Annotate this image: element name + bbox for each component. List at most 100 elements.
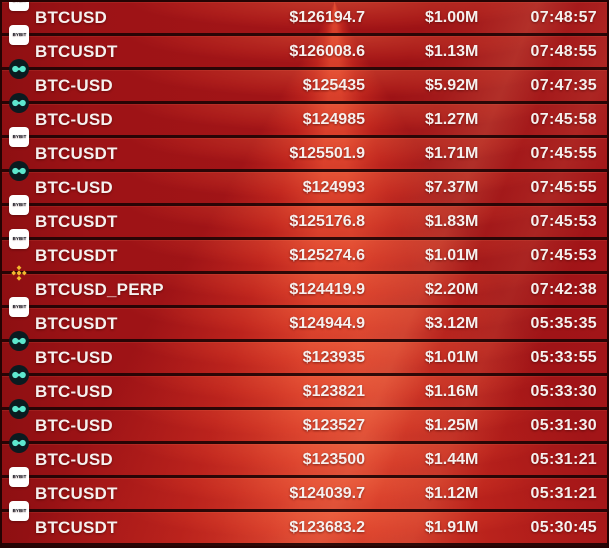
liquidation-value: $1.01M [425, 349, 479, 366]
feed-row[interactable]: BYBIT [2, 2, 607, 36]
liquidation-value: $2.20M [425, 281, 479, 298]
symbol-label: BTC-USD [35, 178, 113, 197]
exchange-icon-cell: BYBIT [9, 466, 29, 498]
feed-row[interactable]: BYBIT [2, 296, 607, 342]
bybit-icon: BYBIT [9, 24, 29, 45]
liquidation-value: $1.25M [425, 417, 479, 434]
exchange-icon-cell: BYBIT [9, 364, 29, 396]
feed-row[interactable]: BYBIT [2, 432, 607, 478]
bybit-icon: BYBIT [9, 194, 29, 215]
timestamp: 07:48:55 [530, 43, 597, 60]
timestamp: 05:33:30 [530, 383, 597, 400]
timestamp: 05:31:30 [530, 417, 597, 434]
price-value: $126194.7 [289, 9, 365, 26]
liquidation-value: $1.71M [425, 145, 479, 162]
price-value: $123821 [302, 383, 365, 400]
feed-row[interactable]: BYBIT [2, 398, 607, 444]
feed-row[interactable]: BYBIT [2, 92, 607, 138]
price-value: $124419.9 [289, 281, 365, 298]
symbol-label: BTC-USD [35, 450, 113, 469]
timestamp: 07:45:53 [530, 213, 597, 230]
feed-row[interactable]: BYBIT [2, 126, 607, 172]
bybit-icon: BYBIT [9, 466, 29, 487]
price-value: $124985 [302, 111, 365, 128]
exchange-icon-cell: BYBIT [9, 432, 29, 464]
hyperliquid-icon [9, 92, 29, 124]
feed-row[interactable]: BYBIT [2, 58, 607, 104]
timestamp: 05:31:21 [530, 451, 597, 468]
price-value: $123527 [302, 417, 365, 434]
feed-row[interactable]: BYBIT [2, 24, 607, 70]
liquidation-value: $1.83M [425, 213, 479, 230]
exchange-icon-cell: BYBIT [9, 160, 29, 192]
timestamp: 07:45:53 [530, 247, 597, 264]
exchange-icon-cell: BYBIT [9, 2, 29, 22]
exchange-icon-cell: BYBIT [9, 24, 29, 56]
feed-row[interactable]: BYBIT [2, 500, 607, 546]
price-value: $123935 [302, 349, 365, 366]
liquidation-value: $1.44M [425, 451, 479, 468]
feed-row[interactable]: BYBIT [2, 330, 607, 376]
liquidation-value: $7.37M [425, 179, 479, 196]
feed-row[interactable]: BYBIT [2, 466, 607, 512]
symbol-label: BTC-USD [35, 416, 113, 435]
exchange-icon-cell: BYBIT [9, 92, 29, 124]
timestamp: 07:47:35 [530, 77, 597, 94]
timestamp: 05:33:55 [530, 349, 597, 366]
price-value: $124039.7 [289, 485, 365, 502]
feed-row[interactable]: BYBIT [2, 364, 607, 410]
exchange-icon-cell: BYBIT [9, 296, 29, 328]
exchange-icon-cell: BYBIT [9, 330, 29, 362]
symbol-label: BTCUSDT [35, 314, 118, 333]
feed-row[interactable]: BYBIT [2, 264, 607, 308]
feed-row[interactable]: BYBIT [2, 160, 607, 206]
timestamp: 07:42:38 [530, 281, 597, 298]
exchange-icon-cell: BYBIT [9, 228, 29, 260]
symbol-label: BTC-USD [35, 110, 113, 129]
price-value: $125501.9 [289, 145, 365, 162]
timestamp: 07:48:57 [530, 9, 597, 26]
symbol-label: BTCUSD [35, 8, 108, 27]
liquidation-value: $3.12M [425, 315, 479, 332]
timestamp: 07:45:58 [530, 111, 597, 128]
symbol-label: BTCUSDT [35, 144, 118, 163]
bybit-icon: BYBIT [9, 126, 29, 147]
hyperliquid-icon [9, 398, 29, 430]
hyperliquid-icon [9, 364, 29, 396]
bybit-icon: BYBIT [9, 500, 29, 521]
liquidation-value: $1.13M [425, 43, 479, 60]
timestamp: 05:31:21 [530, 485, 597, 502]
hyperliquid-icon [9, 160, 29, 192]
liquidation-value: $1.01M [425, 247, 479, 264]
exchange-icon-cell: BYBIT [9, 126, 29, 158]
exchange-icon-cell: BYBIT [9, 500, 29, 532]
hyperliquid-icon [9, 58, 29, 90]
symbol-label: BTCUSD_PERP [35, 280, 164, 299]
exchange-icon-cell: BYBIT [9, 194, 29, 226]
hyperliquid-icon [9, 330, 29, 362]
bybit-icon: BYBIT [9, 228, 29, 249]
bybit-icon: BYBIT [9, 2, 29, 11]
price-value: $126008.6 [289, 43, 365, 60]
feed-row[interactable]: BYBIT [2, 228, 607, 274]
exchange-icon-cell: BYBIT [9, 58, 29, 90]
symbol-label: BTCUSDT [35, 212, 118, 231]
timestamp: 07:45:55 [530, 145, 597, 162]
feed-row[interactable]: BYBIT [2, 194, 607, 240]
bybit-icon: BYBIT [9, 296, 29, 317]
symbol-label: BTCUSDT [35, 246, 118, 265]
symbol-label: BTCUSDT [35, 484, 118, 503]
symbol-label: BTCUSDT [35, 518, 118, 537]
price-value: $125274.6 [289, 247, 365, 264]
liquidation-value: $1.16M [425, 383, 479, 400]
symbol-label: BTC-USD [35, 76, 113, 95]
price-value: $123683.2 [289, 519, 365, 536]
liquidation-value: $1.91M [425, 519, 479, 536]
timestamp: 05:35:35 [530, 315, 597, 332]
binance-icon [9, 263, 29, 294]
symbol-label: BTC-USD [35, 382, 113, 401]
liquidation-value: $5.92M [425, 77, 479, 94]
exchange-icon-cell: BYBIT [9, 263, 29, 294]
